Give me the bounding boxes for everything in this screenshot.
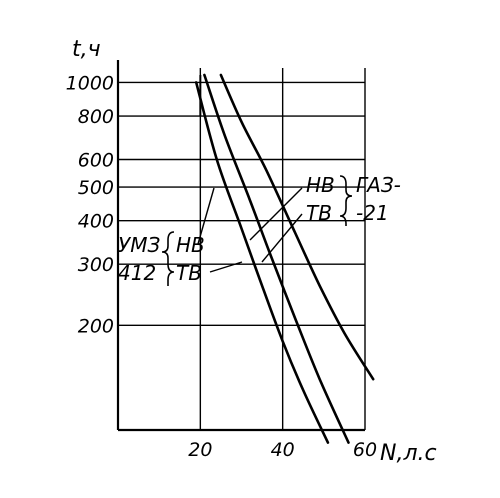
annotation-leaders [197,187,303,273]
y-tick-label: 1000 [66,72,114,94]
leader-gaz-nv [249,187,303,241]
x-axis-label: N,л.с [380,441,437,466]
y-tick-label: 600 [78,150,114,172]
annotation-gaz-model-2: -21 [356,201,389,225]
y-tick-label: 800 [78,106,114,128]
y-tick-label: 500 [78,177,114,199]
series-group [194,73,375,444]
annotation-umz-tv: ТВ [176,261,202,285]
leader-umz-nv [197,187,215,245]
annotation-umz-nv: НВ [176,233,205,257]
leader-gaz-tv [261,213,303,263]
annotation-gaz-nv: НВ [306,173,335,197]
series-line-2 [203,73,350,444]
brace-umz [161,231,175,286]
series-line-3 [219,73,375,381]
annotation-umz-model-1: УМЗ [118,233,160,257]
annotation-gaz-tv: ТВ [306,201,332,225]
grid [118,68,366,430]
brace-gaz [339,175,353,226]
y-tick-label: 300 [78,254,114,276]
annotation-gaz-model-1: ГАЗ- [356,173,401,197]
annotation-umz-model-2: 412 [118,261,156,285]
x-tick-label: 20 [188,439,212,461]
series-line-1 [194,81,330,444]
y-axis-label: t,ч [72,37,101,62]
x-tick-label: 40 [271,439,295,461]
y-tick-label: 200 [78,315,114,337]
x-tick-label: 60 [353,439,377,461]
leader-umz-tv [209,261,243,273]
y-tick-label: 400 [78,211,114,233]
tick-labels: 200 300 400 500 600 800 1000 20 40 60 [66,72,377,461]
